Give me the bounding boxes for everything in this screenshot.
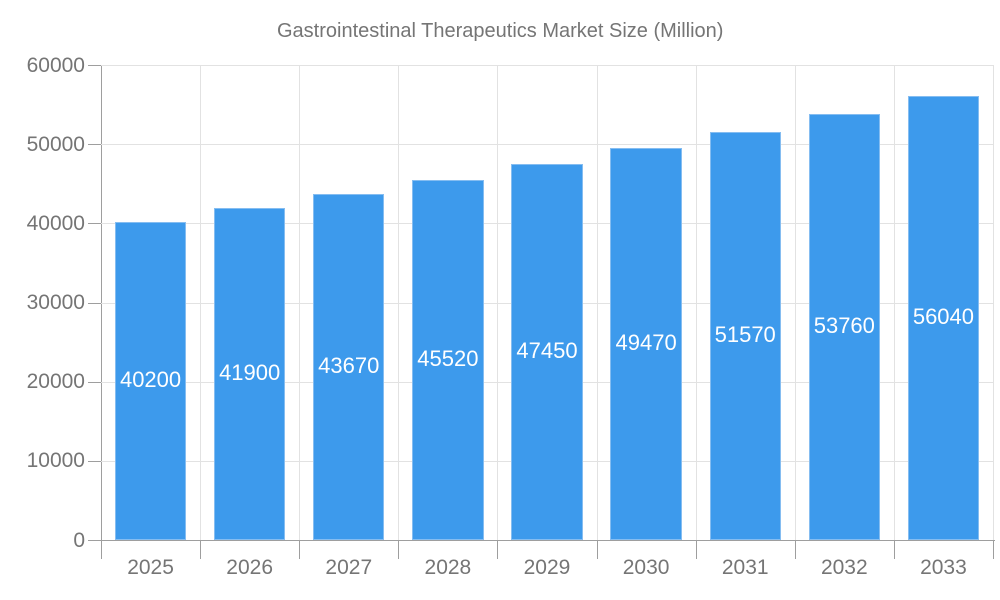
h-gridline <box>101 144 993 146</box>
bar-2027: 43670 <box>313 194 385 540</box>
bar-2033: 56040 <box>907 96 980 540</box>
legend-item[interactable]: Gastrointestinal Therapeutics Market Siz… <box>182 20 723 43</box>
v-gridline <box>398 65 400 540</box>
y-tick <box>88 540 101 541</box>
plot-area: 40200 41900 43670 45520 47450 49470 51570 53760… <box>101 65 994 540</box>
v-gridline <box>993 65 994 540</box>
bar-value-label: 51570 <box>714 321 776 347</box>
x-tick <box>200 541 202 559</box>
x-tick-label: 2029 <box>523 556 571 579</box>
bar-value-label: 53760 <box>813 313 875 339</box>
x-tick <box>794 541 796 559</box>
y-tick-label: 30000 <box>26 291 85 314</box>
x-tick-label: 2027 <box>325 556 373 579</box>
y-tick-label: 60000 <box>26 53 85 77</box>
y-tick <box>88 65 101 66</box>
y-tick-label: 20000 <box>26 370 85 394</box>
x-tick-label: 2033 <box>920 556 967 579</box>
y-tick <box>88 460 101 462</box>
v-gridline <box>497 65 499 540</box>
bar-value-label: 49470 <box>615 330 677 356</box>
bar-2025: 40200 <box>114 221 187 540</box>
bar-value-label: 56040 <box>912 304 975 330</box>
bar-value-label: 43670 <box>318 353 380 379</box>
bar-2028: 45520 <box>412 179 484 540</box>
x-tick <box>101 541 102 559</box>
y-tick-label: 0 <box>73 528 85 552</box>
h-gridline <box>101 65 993 66</box>
x-tick-label: 2032 <box>820 556 868 579</box>
x-tick <box>596 541 598 559</box>
x-axis-line <box>88 540 995 541</box>
y-tick <box>88 144 101 146</box>
y-tick-label: 50000 <box>26 132 85 156</box>
x-tick-label: 2028 <box>424 556 472 579</box>
x-tick-label: 2031 <box>721 556 769 579</box>
x-tick <box>993 541 994 559</box>
v-gridline <box>200 65 202 540</box>
x-tick <box>497 541 499 559</box>
v-gridline <box>299 65 301 540</box>
v-gridline <box>893 65 895 540</box>
bar-2031: 51570 <box>709 131 781 540</box>
x-tick-label: 2025 <box>127 556 174 579</box>
chart-legend: Gastrointestinal Therapeutics Market Siz… <box>182 20 723 43</box>
bar-value-label: 47450 <box>516 338 578 364</box>
x-tick <box>398 541 400 559</box>
x-tick <box>893 541 895 559</box>
bar-2029: 47450 <box>511 164 583 540</box>
bar-2032: 53760 <box>808 114 880 540</box>
legend-swatch <box>182 20 265 43</box>
y-tick-label: 40000 <box>26 211 85 235</box>
v-gridline <box>695 65 697 540</box>
v-gridline <box>596 65 598 540</box>
y-tick <box>88 381 101 383</box>
bar-value-label: 41900 <box>219 360 281 386</box>
bar-value-label: 45520 <box>417 345 479 371</box>
x-tick-label: 2030 <box>622 556 670 579</box>
y-tick <box>88 302 101 304</box>
bar-2030: 49470 <box>610 148 682 540</box>
x-tick-label: 2026 <box>226 556 274 579</box>
legend-label: Gastrointestinal Therapeutics Market Siz… <box>277 20 724 42</box>
y-tick <box>88 223 101 225</box>
y-tick-label: 10000 <box>26 449 85 473</box>
v-gridline <box>794 65 796 540</box>
x-tick <box>299 541 301 559</box>
x-tick <box>695 541 697 559</box>
bar-2026: 41900 <box>213 208 286 540</box>
bar-value-label: 40200 <box>119 366 182 392</box>
